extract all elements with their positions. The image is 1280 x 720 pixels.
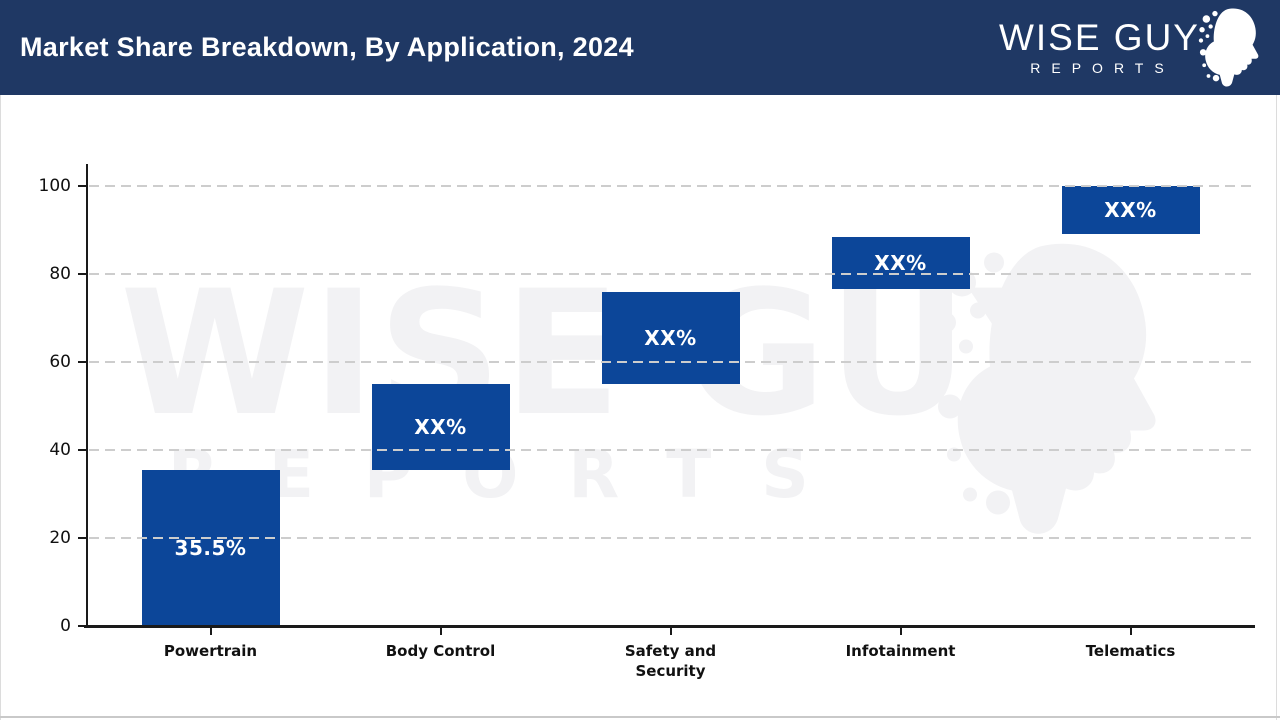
x-axis-category-label: Infotainment xyxy=(845,642,956,660)
x-axis-tick xyxy=(1129,627,1132,635)
bar: XX% xyxy=(1061,186,1200,235)
y-axis-tick xyxy=(78,361,86,363)
y-axis-tick-label: 0 xyxy=(60,616,71,636)
logo-text: WISE GUY REPORTS xyxy=(999,19,1200,76)
bar-value-label: XX% xyxy=(644,325,697,350)
bar: 35.5% xyxy=(141,469,280,626)
x-axis-category-label: Safety and Security xyxy=(624,642,717,680)
dotted-head-profile-icon xyxy=(1198,8,1259,87)
gridline xyxy=(89,361,1253,363)
y-axis-tick xyxy=(78,449,86,451)
bar-value-label: XX% xyxy=(1104,198,1157,223)
x-axis-tick xyxy=(439,627,442,635)
y-axis-tick xyxy=(78,185,86,187)
x-axis-category-label: Powertrain xyxy=(163,642,258,660)
plot-area: 0 20 40 60 80 100 35.5% Powertrain XX% Body Contr… xyxy=(39,164,1255,680)
bar: XX% xyxy=(371,384,510,470)
gridline xyxy=(89,449,1253,451)
y-axis-tick-label: 40 xyxy=(49,440,71,460)
gridline xyxy=(89,537,1253,539)
y-axis-tick-label: 20 xyxy=(49,528,71,548)
x-axis-category-label: Telematics xyxy=(1085,642,1176,660)
header-bar: Market Share Breakdown, By Application, … xyxy=(0,0,1280,95)
bar-value-label: XX% xyxy=(874,250,927,275)
x-axis-tick xyxy=(669,627,672,635)
x-axis-category-label: Body Control xyxy=(385,642,496,660)
y-axis-tick xyxy=(78,273,86,275)
x-axis-tick xyxy=(899,627,902,635)
logo-wordmark: WISE GUY xyxy=(998,17,1200,58)
bar: XX% xyxy=(831,236,970,290)
y-axis-tick-label: 100 xyxy=(38,176,71,196)
wise-guy-logo: WISE GUY REPORTS xyxy=(999,5,1280,91)
logo-subtitle: REPORTS xyxy=(1030,60,1175,76)
right-frame-line xyxy=(1276,95,1277,720)
bottom-rule xyxy=(0,716,1280,718)
gridline xyxy=(89,185,1253,187)
bar-value-label: 35.5% xyxy=(174,535,247,560)
y-axis-tick xyxy=(78,625,86,627)
y-axis-tick-label: 80 xyxy=(49,264,71,284)
x-axis-spine xyxy=(84,625,1255,628)
y-axis-tick xyxy=(78,537,86,539)
y-axis-spine xyxy=(86,164,88,628)
bar-value-label: XX% xyxy=(414,414,467,439)
x-axis-tick xyxy=(209,627,212,635)
left-frame-line xyxy=(0,95,1,720)
bar: XX% xyxy=(601,291,740,384)
y-axis-tick-label: 60 xyxy=(49,352,71,372)
gridline xyxy=(89,273,1253,275)
watermark-head-profile-icon xyxy=(934,243,1156,534)
page-title: Market Share Breakdown, By Application, … xyxy=(20,32,634,62)
